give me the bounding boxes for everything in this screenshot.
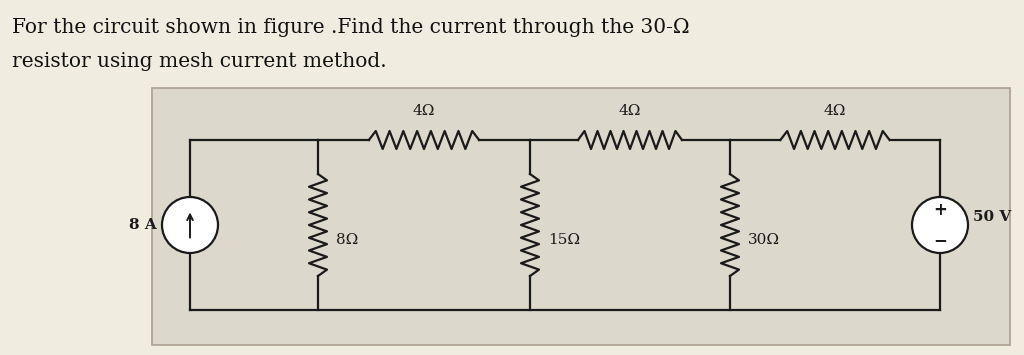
Text: For the circuit shown in figure .Find the current through the 30-Ω: For the circuit shown in figure .Find th…: [12, 18, 689, 37]
Text: 4Ω: 4Ω: [413, 104, 435, 118]
Circle shape: [912, 197, 968, 253]
Text: 8 A: 8 A: [129, 218, 157, 232]
Text: −: −: [933, 230, 947, 248]
Circle shape: [162, 197, 218, 253]
Text: 4Ω: 4Ω: [618, 104, 641, 118]
Text: 8Ω: 8Ω: [336, 233, 358, 247]
Text: 4Ω: 4Ω: [824, 104, 846, 118]
Text: 15Ω: 15Ω: [548, 233, 580, 247]
Text: resistor using mesh current method.: resistor using mesh current method.: [12, 52, 387, 71]
Text: 50 V: 50 V: [973, 210, 1012, 224]
Text: 30Ω: 30Ω: [748, 233, 780, 247]
Bar: [152, 88, 1010, 345]
Text: +: +: [933, 201, 947, 219]
